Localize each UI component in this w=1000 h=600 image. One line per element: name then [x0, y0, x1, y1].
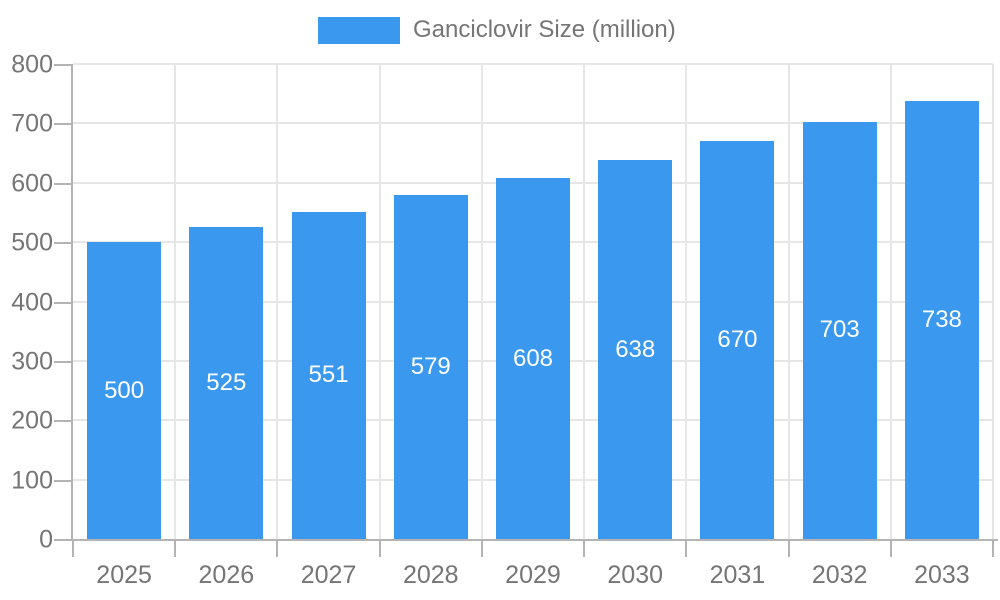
bar-value-label: 579	[410, 353, 451, 381]
v-gridline	[787, 64, 790, 539]
y-tick	[54, 539, 73, 541]
v-gridline	[378, 64, 381, 539]
legend-swatch-icon	[318, 16, 400, 44]
x-tick	[583, 539, 586, 557]
bar-value-label: 500	[104, 376, 145, 404]
bar-2030[interactable]: 638	[598, 160, 673, 539]
h-gridline	[73, 63, 993, 65]
bar-2031[interactable]: 670	[700, 141, 775, 539]
y-axis-label: 100	[11, 466, 53, 495]
y-axis-label: 0	[39, 525, 53, 554]
bar-2028[interactable]: 579	[393, 195, 468, 539]
x-tick	[787, 539, 790, 557]
v-gridline	[174, 64, 177, 539]
x-axis-label: 2025	[96, 561, 152, 589]
v-gridline	[889, 64, 892, 539]
v-gridline	[480, 64, 483, 539]
v-gridline	[992, 64, 994, 539]
x-axis-label: 2029	[505, 561, 561, 589]
x-axis-label: 2030	[607, 561, 664, 589]
y-axis-label: 300	[11, 347, 53, 376]
y-tick	[54, 420, 73, 423]
y-axis-label: 400	[11, 288, 53, 316]
bar-2032[interactable]: 703	[802, 121, 877, 539]
y-tick	[54, 360, 73, 363]
x-tick	[992, 539, 994, 557]
y-tick	[54, 242, 73, 245]
bar-2026[interactable]: 525	[189, 227, 264, 539]
y-tick	[54, 182, 73, 185]
x-axis-label: 2031	[709, 561, 766, 589]
bar-2027[interactable]: 551	[291, 211, 366, 539]
bar-value-label: 670	[717, 326, 758, 354]
bar-value-label: 608	[512, 344, 554, 372]
bar-value-label: 738	[921, 305, 962, 333]
bar-2025[interactable]: 500	[87, 242, 162, 539]
y-axis-label: 200	[11, 406, 53, 435]
v-gridline	[685, 64, 688, 539]
x-tick	[72, 539, 74, 557]
x-tick	[378, 539, 381, 557]
x-axis-label: 2027	[300, 561, 357, 589]
x-axis-label: 2033	[914, 561, 970, 589]
x-axis-label: 2028	[402, 561, 459, 589]
legend[interactable]: Ganciclovir Size (million)	[318, 16, 676, 44]
y-tick	[54, 64, 73, 66]
v-gridline	[276, 64, 279, 539]
x-axis-label: 2032	[811, 561, 868, 589]
bar-value-label: 703	[819, 316, 860, 344]
bar-value-label: 551	[308, 361, 349, 389]
y-tick	[54, 301, 73, 304]
y-axis-label: 600	[11, 169, 53, 198]
x-tick	[174, 539, 177, 557]
v-gridline	[583, 64, 586, 539]
x-tick	[889, 539, 892, 557]
y-axis-label: 800	[11, 50, 53, 79]
y-axis-label: 500	[11, 228, 53, 257]
x-tick	[480, 539, 483, 557]
legend-label: Ganciclovir Size (million)	[413, 16, 676, 43]
bar-value-label: 638	[615, 335, 656, 363]
x-tick	[276, 539, 279, 557]
y-axis-label: 700	[11, 109, 53, 138]
bar-value-label: 525	[206, 369, 247, 397]
x-axis-label: 2026	[198, 561, 255, 589]
x-axis-line	[71, 539, 998, 541]
bar-2033[interactable]: 738	[904, 100, 979, 539]
y-tick	[54, 479, 73, 482]
bar-2029[interactable]: 608	[496, 178, 570, 539]
h-gridline	[73, 122, 993, 125]
y-tick	[54, 123, 73, 126]
x-tick	[685, 539, 688, 557]
